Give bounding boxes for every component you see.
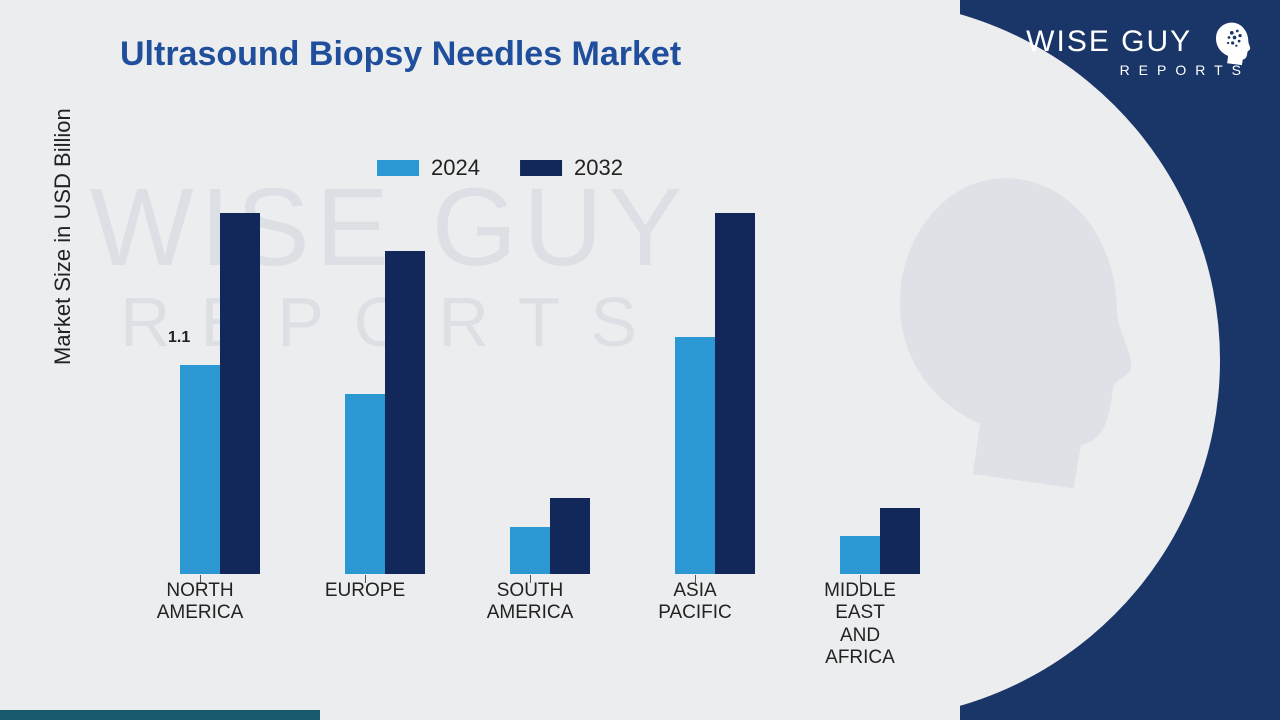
legend-swatch-icon [520, 160, 562, 176]
bar [675, 337, 715, 575]
bar [180, 365, 220, 574]
chart-title: Ultrasound Biopsy Needles Market [120, 35, 681, 74]
bar [510, 527, 550, 575]
bar-group [325, 194, 445, 574]
bar [880, 508, 920, 575]
bar-group: 1.1 [160, 194, 280, 574]
logo-head-icon [1206, 20, 1252, 66]
brand-logo: WISE GUY REPORTS [1026, 20, 1252, 78]
y-axis-label: Market Size in USD Billion [50, 108, 76, 365]
x-axis-label: ASIAPACIFIC [630, 580, 760, 625]
bar [550, 498, 590, 574]
bar-group [655, 194, 775, 574]
legend-swatch-icon [377, 160, 419, 176]
bar [345, 394, 385, 575]
x-axis-label: SOUTHAMERICA [465, 580, 595, 625]
infographic-canvas: WISE GUY REPORTS Ultrasound Biopsy Needl… [0, 0, 1280, 720]
bar [220, 213, 260, 574]
bar-value-label: 1.1 [168, 329, 190, 347]
x-axis-label: NORTHAMERICA [135, 580, 265, 625]
bar-chart: Market Size in USD Billion 2024 2032 1.1… [60, 155, 940, 685]
bar-group [820, 194, 940, 574]
x-axis-label: EUROPE [300, 580, 430, 602]
bar [715, 213, 755, 574]
x-axis-label: MIDDLEEASTANDAFRICA [795, 580, 925, 670]
bottom-accent-bar [0, 710, 320, 720]
logo-text-line1: WISE GUY [1026, 25, 1191, 58]
bar-group [490, 194, 610, 574]
plot-area: 1.1NORTHAMERICAEUROPESOUTHAMERICAASIAPAC… [130, 175, 920, 575]
bar [840, 536, 880, 574]
bar [385, 251, 425, 574]
